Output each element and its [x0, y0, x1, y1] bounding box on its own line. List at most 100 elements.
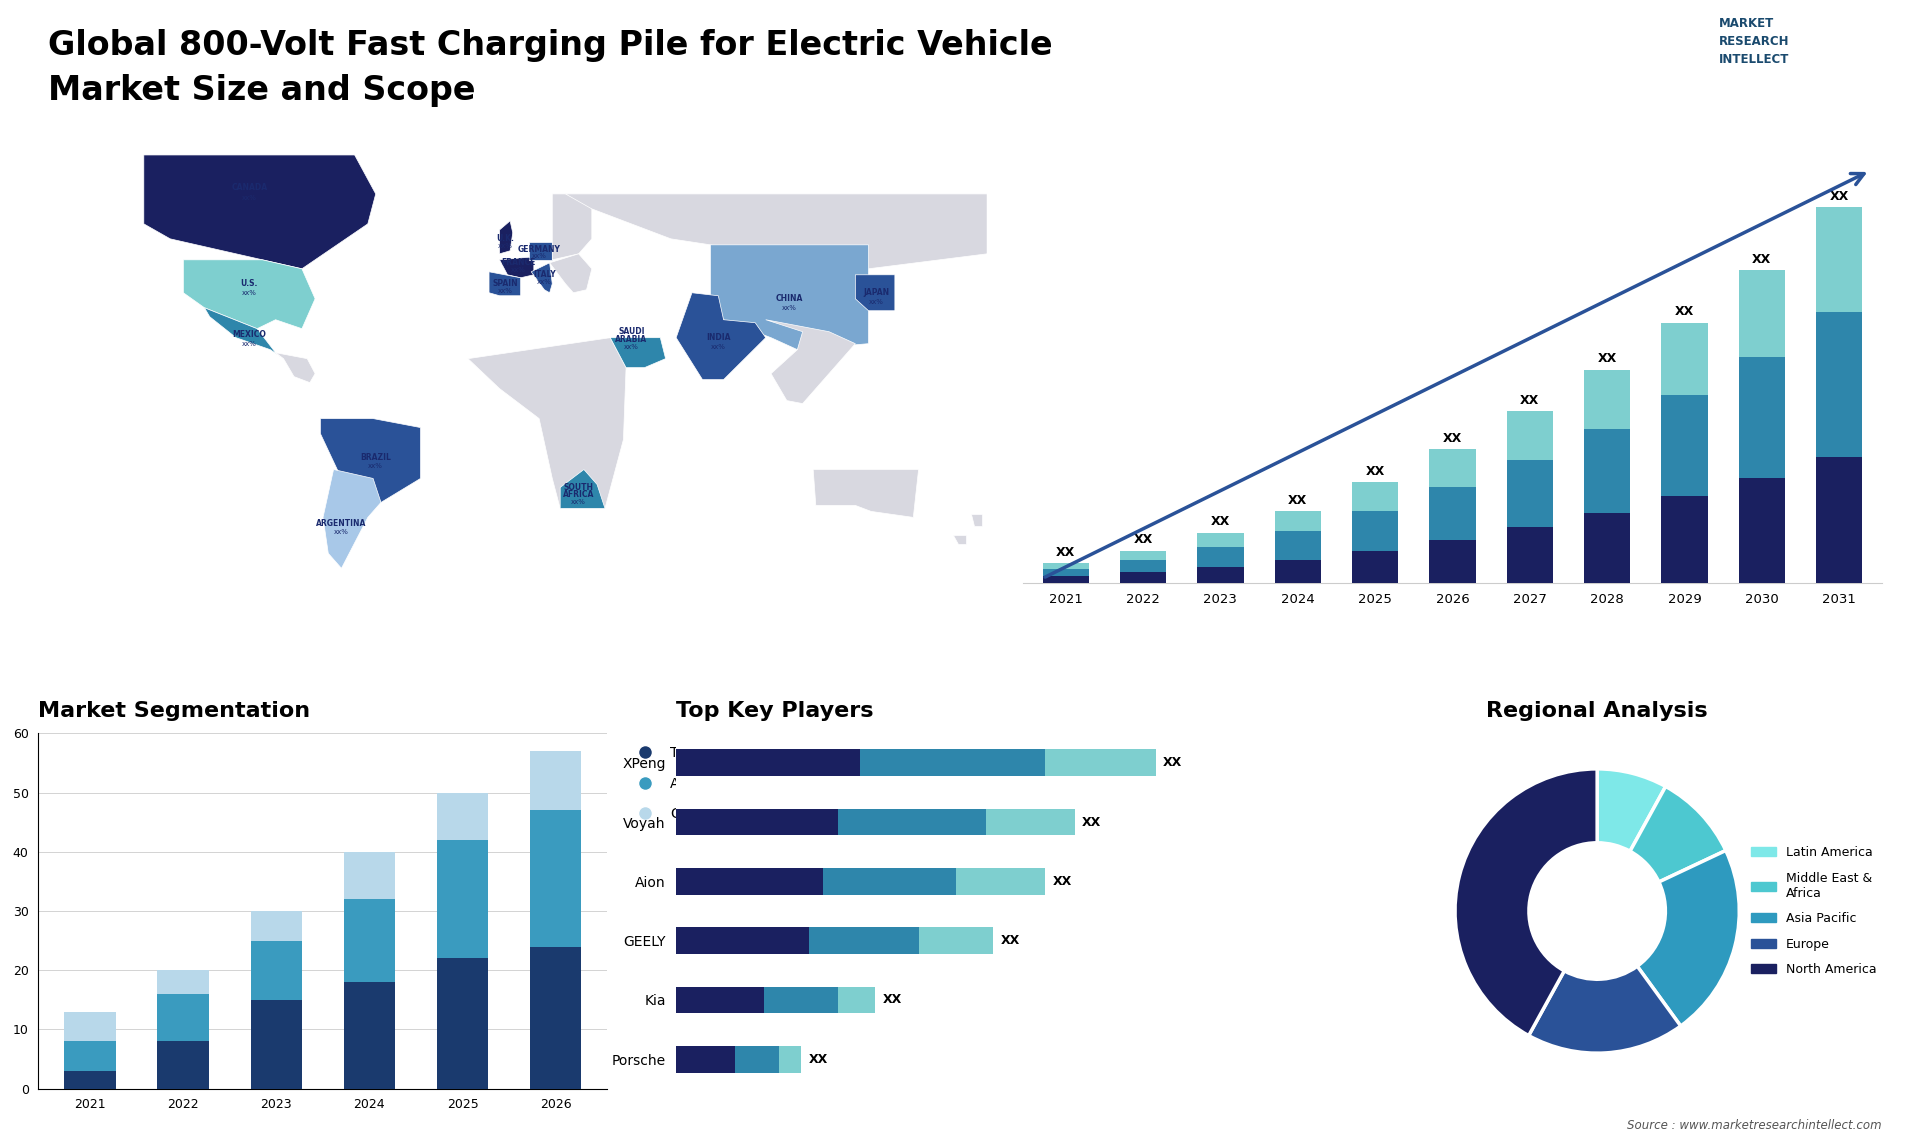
- Text: xx%: xx%: [538, 280, 551, 285]
- Wedge shape: [1528, 966, 1680, 1053]
- Text: U.S.: U.S.: [240, 280, 257, 289]
- Polygon shape: [468, 338, 626, 509]
- Bar: [63, 1012, 115, 1042]
- Bar: [1044, 749, 1156, 776]
- Polygon shape: [323, 470, 380, 568]
- Text: JAPAN: JAPAN: [864, 289, 889, 297]
- Polygon shape: [144, 155, 376, 269]
- Circle shape: [1528, 842, 1665, 979]
- Bar: [808, 927, 920, 953]
- Bar: [1738, 270, 1786, 358]
- Bar: [1275, 559, 1321, 583]
- Bar: [438, 840, 488, 958]
- Text: SOUTH: SOUTH: [564, 482, 593, 492]
- Bar: [920, 927, 993, 953]
- Bar: [157, 994, 209, 1042]
- Polygon shape: [276, 353, 315, 383]
- Bar: [676, 987, 764, 1013]
- Bar: [1198, 567, 1244, 583]
- Bar: [1661, 496, 1707, 583]
- Text: xx%: xx%: [570, 500, 586, 505]
- Polygon shape: [532, 262, 553, 292]
- Text: XX: XX: [1597, 353, 1617, 366]
- Bar: [157, 971, 209, 994]
- Text: CANADA: CANADA: [230, 183, 267, 193]
- Text: Top Key Players: Top Key Players: [676, 700, 874, 721]
- Polygon shape: [952, 535, 966, 544]
- Text: xx%: xx%: [710, 344, 726, 350]
- Text: Global 800-Volt Fast Charging Pile for Electric Vehicle: Global 800-Volt Fast Charging Pile for E…: [48, 29, 1052, 62]
- Text: XX: XX: [1081, 816, 1102, 829]
- Title: Regional Analysis: Regional Analysis: [1486, 700, 1709, 721]
- Bar: [1352, 511, 1398, 551]
- Bar: [252, 999, 301, 1089]
- Text: BRAZIL: BRAZIL: [361, 453, 392, 462]
- Text: SPAIN: SPAIN: [492, 280, 518, 289]
- Text: XX: XX: [1830, 189, 1849, 203]
- Bar: [1119, 551, 1165, 559]
- Text: XX: XX: [1164, 756, 1183, 769]
- Text: XX: XX: [1674, 305, 1693, 319]
- Bar: [1043, 568, 1089, 576]
- Polygon shape: [814, 470, 918, 517]
- Bar: [676, 868, 824, 895]
- Text: xx%: xx%: [532, 253, 547, 259]
- Bar: [1275, 511, 1321, 531]
- Wedge shape: [1455, 769, 1597, 1036]
- Wedge shape: [1630, 786, 1726, 882]
- Bar: [344, 900, 396, 982]
- Bar: [252, 911, 301, 941]
- Text: xx%: xx%: [781, 305, 797, 311]
- Text: xx%: xx%: [242, 196, 257, 202]
- Text: MARKET
RESEARCH
INTELLECT: MARKET RESEARCH INTELLECT: [1718, 17, 1789, 66]
- Bar: [1275, 531, 1321, 559]
- Polygon shape: [549, 253, 591, 292]
- Bar: [438, 958, 488, 1089]
- Text: XX: XX: [1000, 934, 1020, 947]
- Text: XX: XX: [1052, 874, 1071, 888]
- Bar: [1816, 312, 1862, 456]
- Text: xx%: xx%: [511, 267, 526, 273]
- Text: ARABIA: ARABIA: [614, 335, 647, 344]
- Text: XX: XX: [1056, 545, 1075, 559]
- Legend: Latin America, Middle East &
Africa, Asia Pacific, Europe, North America: Latin America, Middle East & Africa, Asi…: [1745, 841, 1882, 981]
- Polygon shape: [561, 470, 605, 509]
- Bar: [1816, 207, 1862, 312]
- Polygon shape: [499, 257, 534, 277]
- Polygon shape: [607, 338, 666, 368]
- Text: xx%: xx%: [334, 529, 349, 535]
- Bar: [676, 749, 860, 776]
- Legend: Type, Application, Geography: Type, Application, Geography: [626, 740, 753, 826]
- Bar: [252, 941, 301, 999]
- Bar: [1428, 449, 1476, 487]
- Text: ITALY: ITALY: [534, 270, 555, 280]
- Bar: [1043, 576, 1089, 583]
- Bar: [780, 1046, 801, 1073]
- Text: MEXICO: MEXICO: [232, 330, 267, 339]
- Text: CHINA: CHINA: [776, 295, 803, 304]
- Text: XX: XX: [1365, 464, 1384, 478]
- Bar: [676, 1046, 735, 1073]
- Text: Market Segmentation: Market Segmentation: [38, 700, 311, 721]
- Bar: [63, 1042, 115, 1070]
- Bar: [824, 868, 956, 895]
- Text: XX: XX: [1288, 494, 1308, 507]
- Bar: [1198, 547, 1244, 567]
- Bar: [839, 987, 876, 1013]
- Bar: [1584, 430, 1630, 512]
- Polygon shape: [553, 194, 591, 260]
- Bar: [1661, 395, 1707, 496]
- Bar: [1119, 559, 1165, 573]
- Bar: [530, 751, 582, 810]
- Bar: [1584, 370, 1630, 430]
- Bar: [157, 1042, 209, 1089]
- Bar: [839, 809, 985, 835]
- Text: XX: XX: [883, 994, 902, 1006]
- Polygon shape: [972, 515, 981, 526]
- Text: xx%: xx%: [624, 344, 639, 350]
- Polygon shape: [710, 245, 868, 350]
- Bar: [530, 947, 582, 1089]
- Polygon shape: [676, 292, 766, 379]
- Bar: [1507, 527, 1553, 583]
- Text: xx%: xx%: [369, 463, 384, 470]
